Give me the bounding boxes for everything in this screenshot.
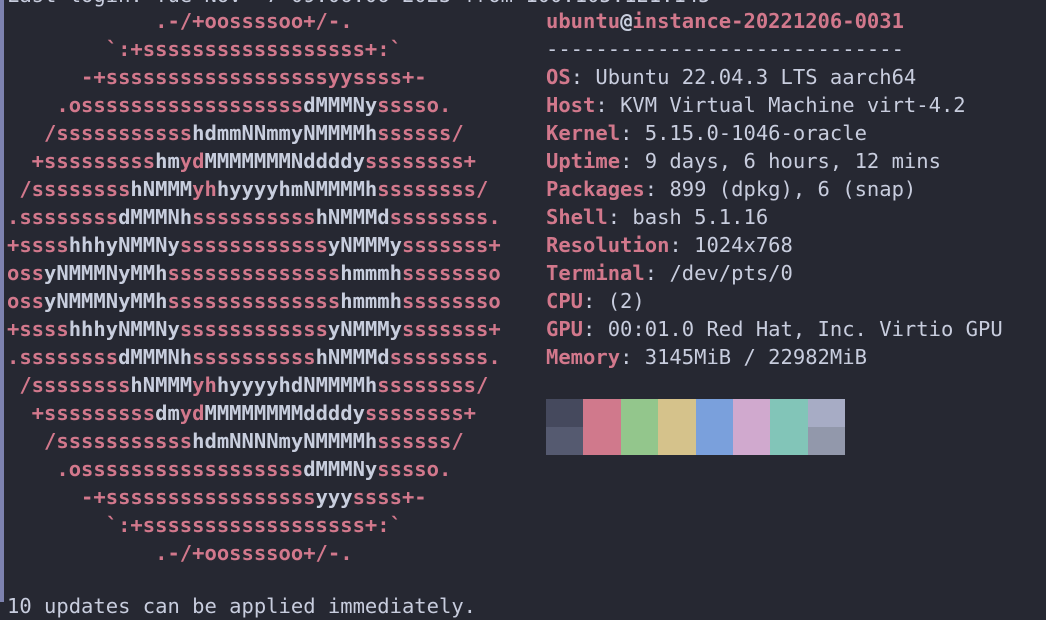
sysinfo-row-packages: Packages: 899 (dpkg), 6 (snap) xyxy=(546,177,917,201)
sysinfo-row-gpu: GPU: 00:01.0 Red Hat, Inc. Virtio GPU xyxy=(546,317,1003,341)
sysinfo-value: (2) xyxy=(607,289,645,313)
sysinfo-row-uptime: Uptime: 9 days, 6 hours, 12 mins xyxy=(546,149,941,173)
ascii-art-line: /ssssssssssshdmmNNmmyNMMMMhssssss/ xyxy=(7,121,464,145)
ascii-art-line: .-/+oossssoo+/-. xyxy=(7,9,353,33)
sysinfo-row-os: OS: Ubuntu 22.04.3 LTS aarch64 xyxy=(546,65,917,89)
palette-swatch xyxy=(732,399,771,427)
ascii-art-line: `:+ssssssssssssssssss+:` xyxy=(7,513,402,537)
palette-swatch xyxy=(546,399,584,427)
sysinfo-label: Resolution xyxy=(546,233,670,257)
palette-swatch xyxy=(695,427,733,455)
sysinfo-row-terminal: Terminal: /dev/pts/0 xyxy=(546,261,793,285)
palette-swatch xyxy=(658,399,696,427)
sysinfo-value: /dev/pts/0 xyxy=(669,261,793,285)
sysinfo-value: 5.15.0-1046-oracle xyxy=(644,121,867,145)
ascii-art-line: `:+ssssssssssssssssss+:` xyxy=(7,37,402,61)
sysinfo-label: Uptime xyxy=(546,149,621,173)
palette-swatch xyxy=(583,427,621,455)
ascii-art-line: .ssssssssdMMMNhsssssssssshNMMMdssssssss. xyxy=(7,205,501,229)
ascii-art-line: /ssssssssssshdmNNNNmyNMMMMhssssss/ xyxy=(7,429,464,453)
sysinfo-label: CPU xyxy=(546,289,584,313)
sysinfo-row-kernel: Kernel: 5.15.0-1046-oracle xyxy=(546,121,867,145)
at-sign: @ xyxy=(620,9,633,33)
ascii-art-line: .ossssssssssssssssssdMMMNysssso. xyxy=(7,93,452,117)
sysinfo-value: bash 5.1.16 xyxy=(632,205,769,229)
sysinfo-value: 1024x768 xyxy=(694,233,793,257)
sysinfo-label: Packages xyxy=(546,177,645,201)
sysinfo-value: 00:01.0 Red Hat, Inc. Virtio GPU xyxy=(607,317,1003,341)
palette-swatch xyxy=(770,427,808,455)
sysinfo-row-memory: Memory: 3145MiB / 22982MiB xyxy=(546,345,867,369)
window-left-border xyxy=(0,0,4,602)
ascii-art-line: -+ssssssssssssssssssyyssss+- xyxy=(7,65,427,89)
sysinfo-label: Memory xyxy=(546,345,621,369)
ascii-art-line: /sssssssshNMMMyhhyyyyhdNMMMMhssssssss/ xyxy=(7,373,489,397)
sysinfo-row-host: Host: KVM Virtual Machine virt-4.2 xyxy=(546,93,966,117)
palette-swatch xyxy=(620,427,659,455)
palette-swatch xyxy=(620,399,659,427)
sysinfo-row-cpu: CPU: (2) xyxy=(546,289,645,313)
ascii-art-line: +sssshhhyNMMNyssssssssssssyNMMMysssssss+ xyxy=(7,317,501,341)
ascii-art-line: ossyNMMMNyMMhsssssssssssssshmmmhssssssso xyxy=(7,289,501,313)
palette-swatch xyxy=(658,427,696,455)
sysinfo-value: KVM Virtual Machine virt-4.2 xyxy=(620,93,966,117)
ascii-art-line: .ssssssssdMMMNhsssssssssshNMMMdssssssss. xyxy=(7,345,501,369)
username-text: ubuntu xyxy=(546,9,621,33)
palette-swatch xyxy=(732,427,771,455)
ascii-art-line: .-/+oossssoo+/-. xyxy=(7,541,353,565)
sysinfo-label: Terminal xyxy=(546,261,645,285)
palette-row-top xyxy=(546,399,846,427)
palette-swatch xyxy=(807,427,846,455)
palette-swatch xyxy=(695,399,733,427)
sysinfo-value: 9 days, 6 hours, 12 mins xyxy=(644,149,941,173)
palette-swatch xyxy=(807,399,846,427)
ascii-art-line: +ssssssssshmydMMMMMMMNddddyssssssss+ xyxy=(7,149,477,173)
neofetch-title: ubuntu@instance-20221206-0031 xyxy=(546,7,904,35)
ascii-art-line: ossyNMMMNyMMhsssssssssssssshmmmhssssssso xyxy=(7,261,501,285)
palette-swatch xyxy=(770,399,808,427)
sysinfo-row-resolution: Resolution: 1024x768 xyxy=(546,233,793,257)
palette-swatch xyxy=(583,399,621,427)
palette-swatch xyxy=(546,427,584,455)
sysinfo-label: Kernel xyxy=(546,121,621,145)
sysinfo-value: 899 (dpkg), 6 (snap) xyxy=(669,177,917,201)
sysinfo-label: OS xyxy=(546,65,571,89)
sysinfo-value: Ubuntu 22.04.3 LTS aarch64 xyxy=(595,65,917,89)
ascii-art-line: .ossssssssssssssssssdMMMNysssso. xyxy=(7,457,452,481)
ascii-art-line: +sssssssssdmydMMMMMMMMddddyssssssss+ xyxy=(7,401,477,425)
ascii-art-line: -+sssssssssssssssssyyyssss+- xyxy=(7,485,427,509)
sysinfo-row-shell: Shell: bash 5.1.16 xyxy=(546,205,769,229)
sysinfo-label: Host xyxy=(546,93,596,117)
ascii-art-line: /sssssssshNMMMyhhyyyyhmNMMMMhssssssss/ xyxy=(7,177,489,201)
neofetch-title-underline: ----------------------------- xyxy=(546,37,904,61)
palette-row-bottom xyxy=(546,427,846,455)
sysinfo-label: Shell xyxy=(546,205,608,229)
ascii-art-line: +sssshhhyNMMNyssssssssssssyNMMMysssssss+ xyxy=(7,233,501,257)
sysinfo-value: 3145MiB / 22982MiB xyxy=(644,345,867,369)
hostname-text: instance-20221206-0031 xyxy=(632,9,904,33)
terminal-line-last-login: Last login: Tue Nov 7 09:06:06 2023 from… xyxy=(7,0,711,9)
terminal-line-bottom-partial: 10 updates can be applied immediately. xyxy=(7,594,476,618)
sysinfo-label: GPU xyxy=(546,317,584,341)
